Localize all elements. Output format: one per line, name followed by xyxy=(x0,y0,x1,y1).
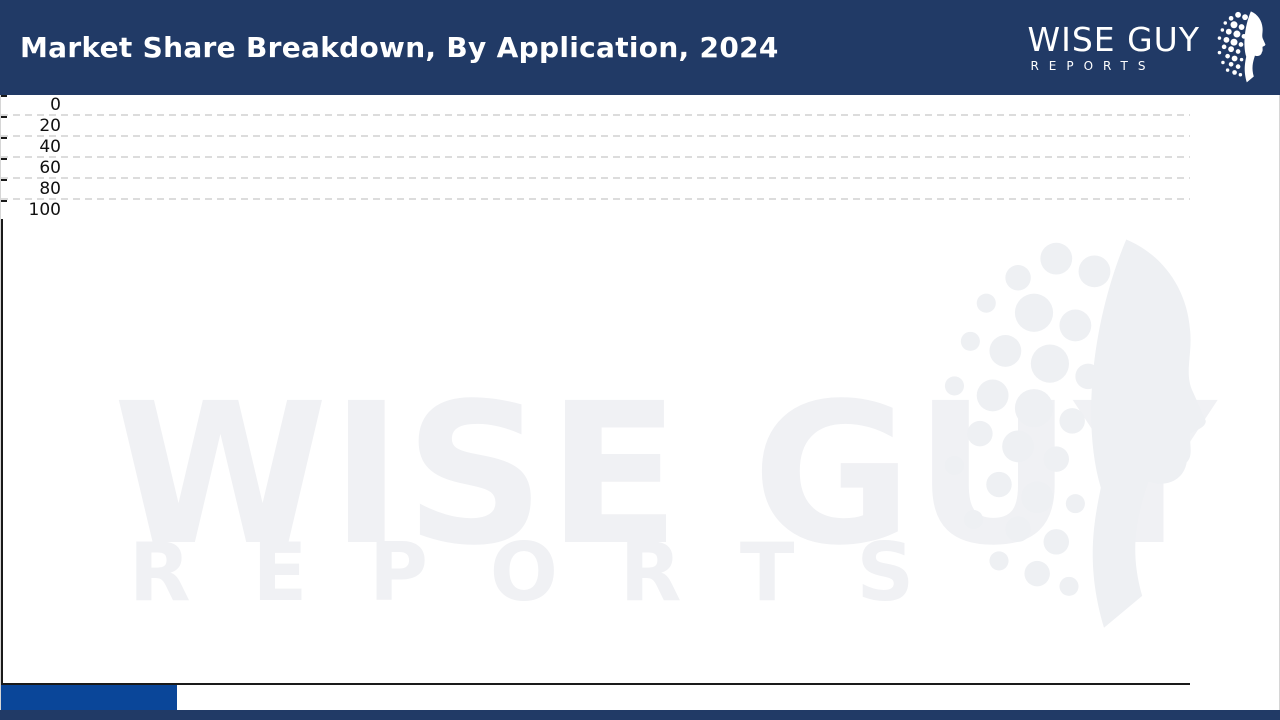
y-axis-spine xyxy=(1,219,3,683)
y-tick-label: 60 xyxy=(39,158,61,178)
logo-subtitle: REPORTS xyxy=(1030,58,1156,73)
plot-area: WISE GUY REPORTS 02040608010033.5%XX%XX%… xyxy=(0,95,1280,710)
y-tick-mark xyxy=(1,137,7,139)
header: Market Share Breakdown, By Application, … xyxy=(0,0,1280,95)
logo-wordmark: WISE GUY xyxy=(1027,19,1200,59)
y-tick-label: 40 xyxy=(39,137,61,157)
y-tick-label: 0 xyxy=(50,95,61,115)
x-axis-spine xyxy=(1,683,1190,685)
y-tick-label: 20 xyxy=(39,116,61,136)
chart-layer: 02040608010033.5%XX%XX%XX%Web ScrapingDo… xyxy=(1,95,1279,710)
logo-face-dots xyxy=(1217,10,1266,82)
gridline xyxy=(1,177,1190,179)
page-title: Market Share Breakdown, By Application, … xyxy=(20,31,779,64)
gridline xyxy=(1,114,1190,116)
y-tick-label: 80 xyxy=(39,179,61,199)
y-tick-mark xyxy=(1,95,7,97)
watermark-face-dots xyxy=(944,239,1206,628)
footer-bar xyxy=(0,710,1280,720)
gridline xyxy=(1,135,1190,137)
watermark-text-small: REPORTS xyxy=(129,526,977,619)
gridline xyxy=(1,198,1190,200)
dotted-head-profile-icon xyxy=(1217,10,1266,82)
y-tick-mark xyxy=(1,158,7,160)
watermark-head-icon xyxy=(944,239,1206,628)
wise-guy-logo: WISE GUY REPORTS xyxy=(1027,7,1266,89)
y-tick-mark xyxy=(1,200,7,202)
y-tick-mark xyxy=(1,116,7,118)
logo-text: WISE GUY REPORTS xyxy=(1027,23,1200,73)
bar-web-scraping: 33.5% xyxy=(1,685,177,710)
y-tick-label: 100 xyxy=(28,200,61,220)
y-tick-mark xyxy=(1,179,7,181)
gridline xyxy=(1,156,1190,158)
